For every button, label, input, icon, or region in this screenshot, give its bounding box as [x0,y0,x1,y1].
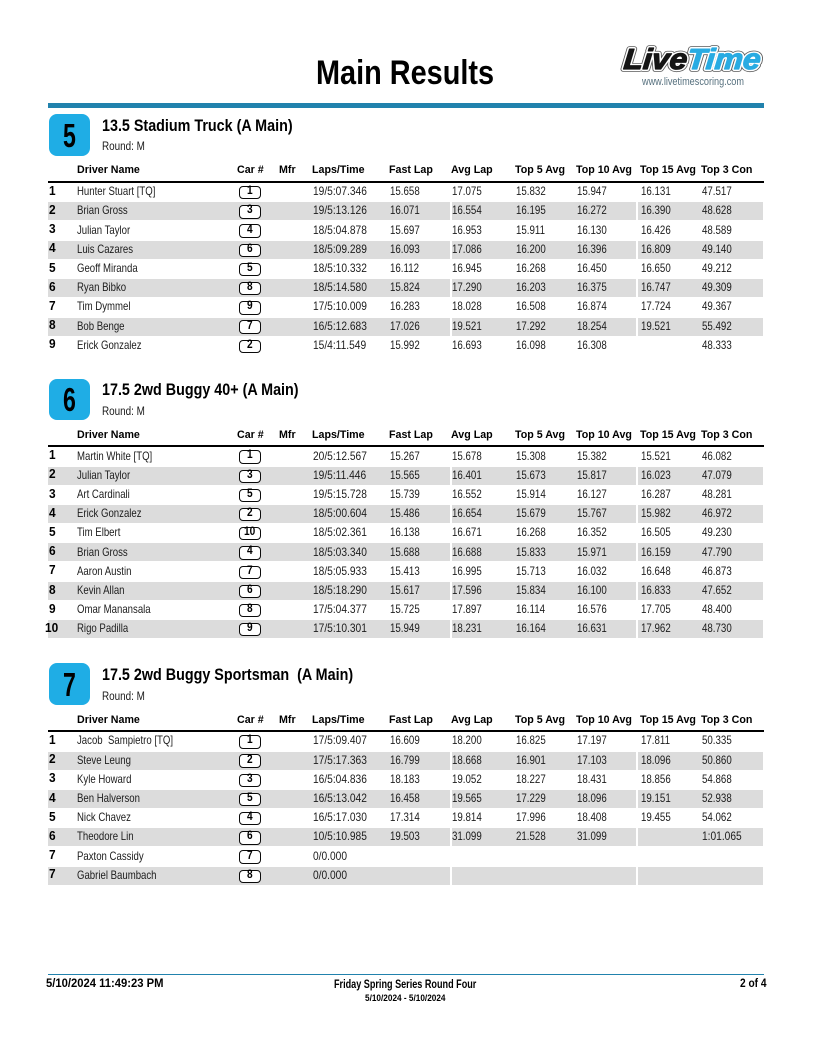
svg-text:LiveTime: LiveTime [622,43,762,75]
svg-text:LiveTime: LiveTime [622,43,762,75]
svg-text:LiveTime: LiveTime [622,43,762,75]
